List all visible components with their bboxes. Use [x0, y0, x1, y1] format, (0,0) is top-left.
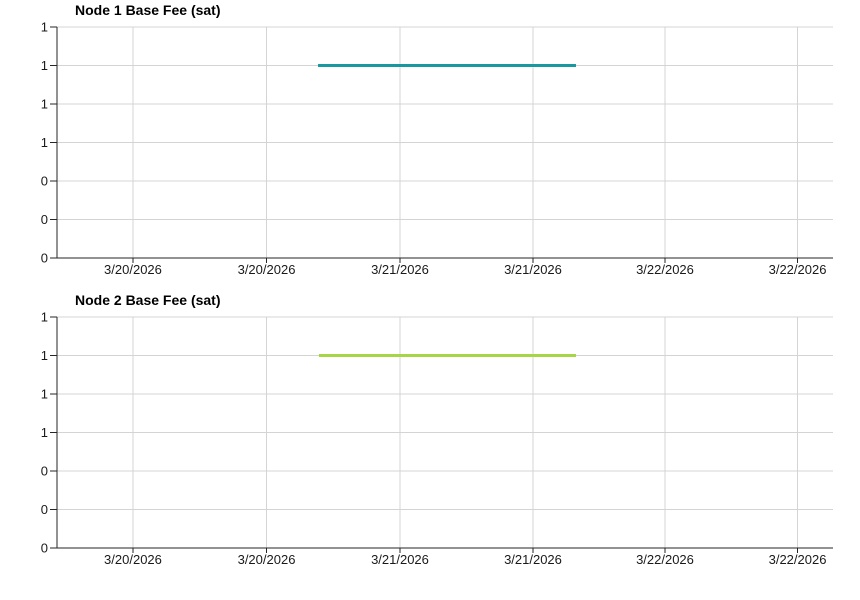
x-tick-label: 3/22/2026 — [636, 262, 694, 277]
y-tick-label: 1 — [41, 20, 48, 35]
y-tick-label: 1 — [41, 310, 48, 325]
chart-title-node1: Node 1 Base Fee (sat) — [75, 2, 221, 18]
y-tick-label: 1 — [41, 425, 48, 440]
y-tick-label: 1 — [41, 348, 48, 363]
y-tick-label: 0 — [41, 251, 48, 266]
chart-plot-area-node1: 1 1 1 1 0 0 0 3/20/2026 3/20/2026 3/21/2026 3/21/2… — [41, 20, 833, 277]
x-tick-label: 3/21/2026 — [371, 262, 429, 277]
y-tick-label: 0 — [41, 502, 48, 517]
chart-title-node2: Node 2 Base Fee (sat) — [75, 292, 221, 308]
x-tick-label: 3/20/2026 — [104, 552, 162, 567]
y-tick-label: 1 — [41, 387, 48, 402]
y-tick-label: 0 — [41, 212, 48, 227]
node1-base-fee-chart: Node 1 Base Fee (sat) 1 1 1 1 0 0 0 3/20/2026 3/… — [0, 0, 860, 290]
y-tick-label: 0 — [41, 541, 48, 556]
chart-plot-area-node2: 1 1 1 1 0 0 0 3/20/2026 3/20/2026 3/21/2026 3/21/2… — [41, 310, 833, 567]
y-tick-label: 1 — [41, 97, 48, 112]
x-tick-label: 3/20/2026 — [238, 262, 296, 277]
x-tick-label: 3/21/2026 — [504, 552, 562, 567]
x-tick-label: 3/22/2026 — [636, 552, 694, 567]
x-tick-label: 3/20/2026 — [104, 262, 162, 277]
y-tick-label: 1 — [41, 58, 48, 73]
y-tick-label: 0 — [41, 174, 48, 189]
y-tick-label: 1 — [41, 135, 48, 150]
x-tick-label: 3/21/2026 — [504, 262, 562, 277]
x-tick-label: 3/22/2026 — [769, 262, 827, 277]
y-tick-label: 0 — [41, 464, 48, 479]
x-tick-label: 3/21/2026 — [371, 552, 429, 567]
node2-base-fee-chart: Node 2 Base Fee (sat) 1 1 1 1 0 0 0 3/20/2026 3/… — [0, 290, 860, 580]
x-tick-label: 3/20/2026 — [238, 552, 296, 567]
x-tick-label: 3/22/2026 — [769, 552, 827, 567]
